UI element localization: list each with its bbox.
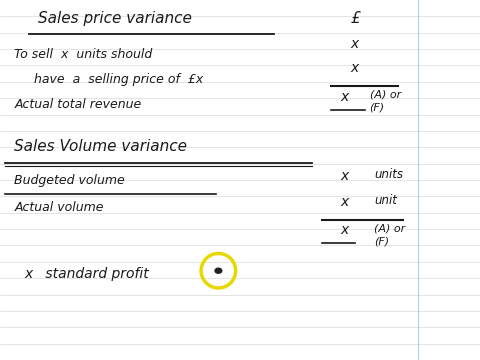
Text: x: x (341, 223, 349, 237)
Text: units: units (374, 168, 403, 181)
Text: x: x (341, 90, 349, 104)
Circle shape (215, 268, 222, 273)
Text: x: x (350, 36, 359, 50)
Text: Sales price variance: Sales price variance (38, 12, 192, 26)
Text: have  a  selling price of  £x: have a selling price of £x (14, 73, 204, 86)
Text: £: £ (350, 12, 360, 26)
Text: Actual total revenue: Actual total revenue (14, 98, 142, 111)
Text: (F): (F) (374, 237, 390, 247)
Text: (A) or: (A) or (370, 90, 401, 100)
Text: Budgeted volume: Budgeted volume (14, 174, 125, 187)
Text: x: x (341, 195, 349, 209)
Text: (A) or: (A) or (374, 223, 406, 233)
Text: x: x (350, 61, 359, 75)
Text: x: x (341, 169, 349, 183)
Text: Sales Volume variance: Sales Volume variance (14, 139, 187, 154)
Text: (F): (F) (370, 103, 385, 113)
Text: x   standard profit: x standard profit (24, 267, 149, 281)
Text: To sell  x  units should: To sell x units should (14, 48, 153, 60)
Text: unit: unit (374, 194, 397, 207)
Text: Actual volume: Actual volume (14, 201, 104, 213)
